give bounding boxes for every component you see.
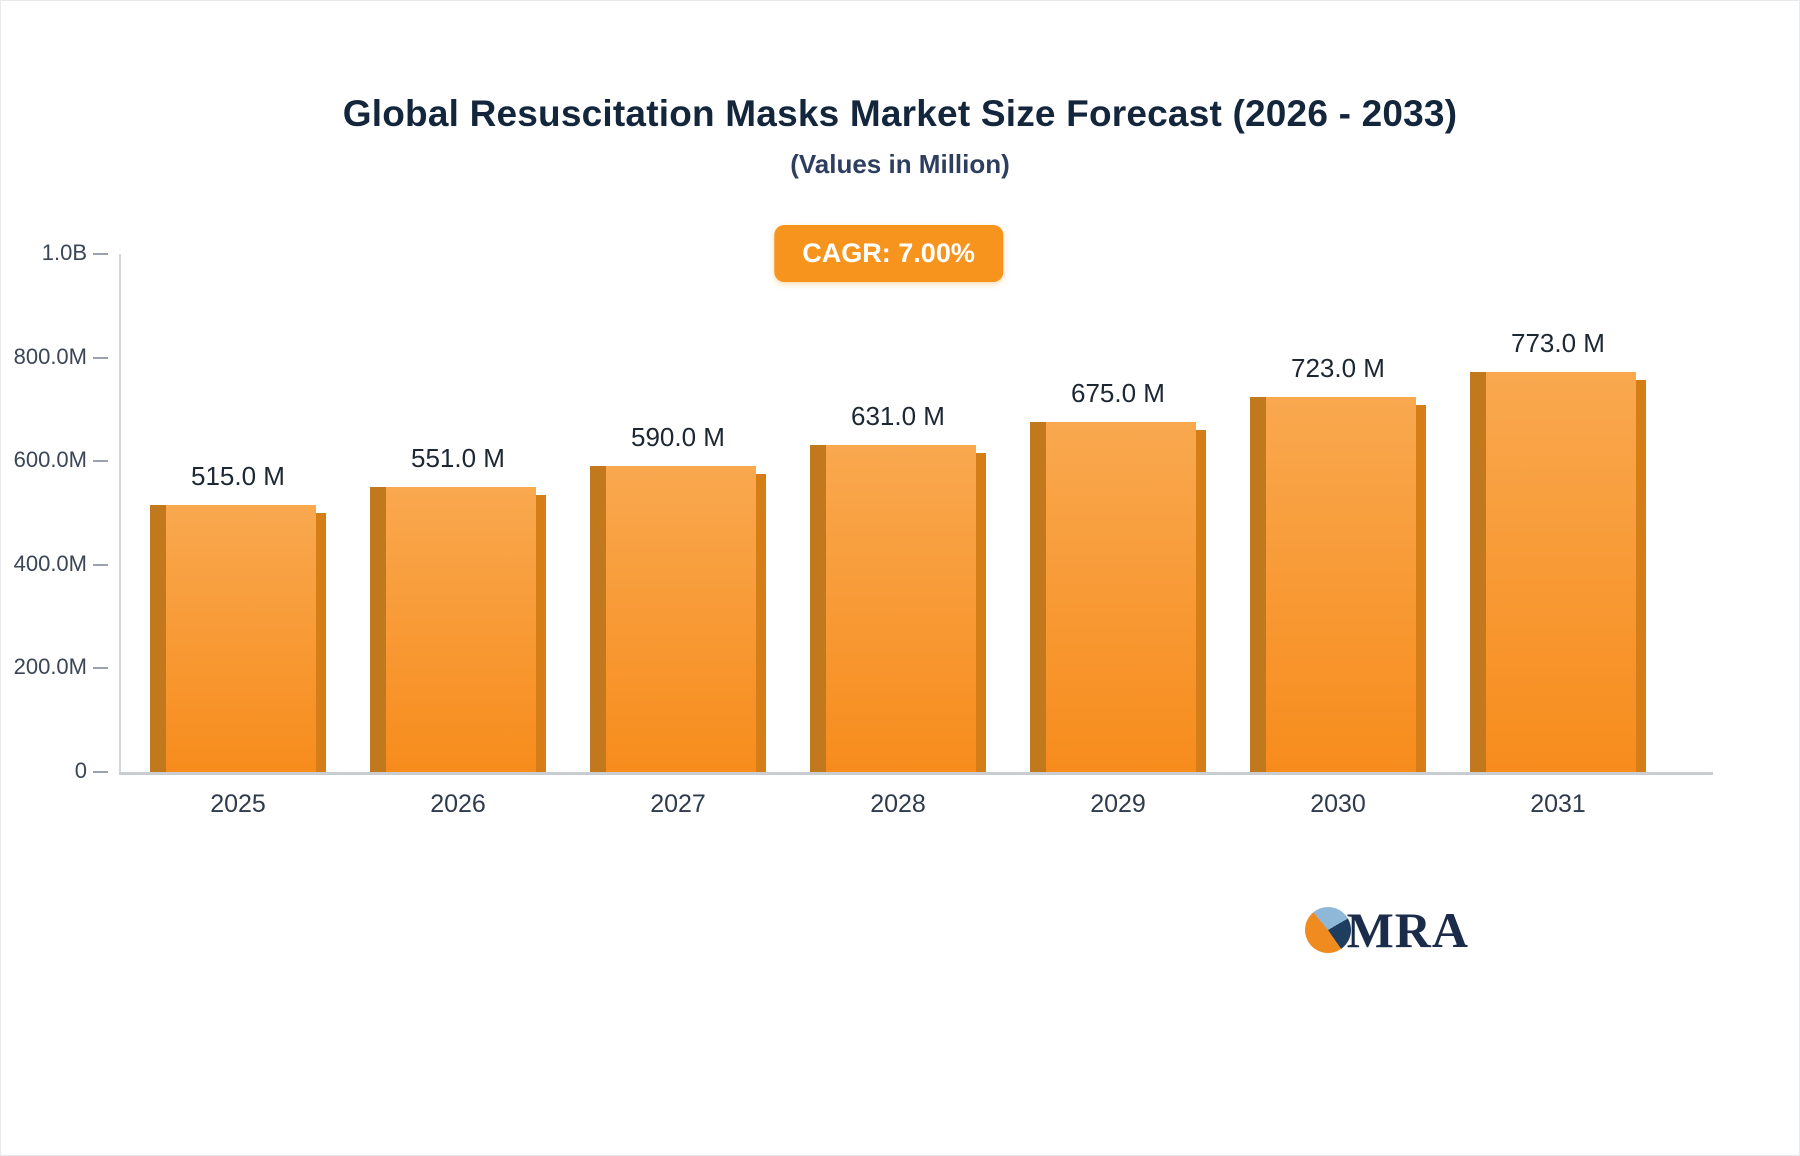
y-tick-mark — [93, 563, 108, 566]
bar-group — [370, 486, 546, 772]
y-tick-label: 400.0M — [13, 550, 87, 576]
y-tick-mark — [93, 667, 108, 670]
brand-logo: MRA — [1304, 901, 1469, 959]
bar-shadow-sliver — [316, 513, 326, 772]
x-tick-label: 2027 — [650, 790, 706, 818]
y-tick-label: 1.0B — [41, 240, 87, 265]
y-tick-mark — [93, 356, 108, 359]
bar — [1046, 422, 1196, 772]
bar — [606, 466, 756, 772]
bar-shadow-sliver — [536, 494, 546, 772]
bar-value-label: 723.0 M — [1291, 353, 1385, 384]
bar-group — [1250, 397, 1426, 772]
bar-group — [150, 505, 326, 772]
x-tick-label: 2028 — [870, 790, 926, 818]
bar-group — [1470, 371, 1646, 772]
bar-group — [590, 466, 766, 772]
brand-logo-text: MRA — [1346, 902, 1469, 958]
x-tick-label: 2030 — [1310, 790, 1366, 818]
y-tick-mark — [93, 771, 108, 773]
bar-value-label: 773.0 M — [1511, 327, 1605, 358]
bar-side-face — [150, 505, 166, 772]
bar-shadow-sliver — [1196, 430, 1206, 772]
y-tick-label: 800.0M — [13, 343, 87, 369]
x-tick-label: 2025 — [210, 790, 266, 818]
y-axis-line — [119, 254, 121, 772]
bar-shadow-sliver — [976, 453, 986, 772]
bar — [166, 505, 316, 772]
bar — [386, 486, 536, 772]
y-tick-mark — [93, 460, 108, 463]
bar-group — [810, 445, 986, 772]
bar-side-face — [1030, 422, 1046, 772]
bar-value-label: 590.0 M — [631, 422, 725, 453]
bar-side-face — [810, 445, 826, 772]
bar-shadow-sliver — [756, 474, 766, 772]
bar — [826, 445, 976, 772]
bar-group — [1030, 422, 1206, 772]
bar-side-face — [590, 466, 606, 772]
bar-shadow-sliver — [1416, 405, 1426, 772]
bar — [1266, 397, 1416, 772]
bar-side-face — [1470, 371, 1486, 772]
bar-side-face — [370, 486, 386, 772]
y-tick-label: 600.0M — [13, 447, 87, 473]
bar-value-label: 675.0 M — [1071, 378, 1165, 409]
y-tick-label: 200.0M — [13, 654, 87, 680]
chart-title: Global Resuscitation Masks Market Size F… — [342, 93, 1458, 134]
chart-subtitle: (Values in Million) — [790, 149, 1010, 179]
x-tick-label: 2031 — [1530, 790, 1586, 818]
y-tick-label: 0 — [74, 758, 87, 783]
bar-value-label: 551.0 M — [411, 442, 505, 473]
x-tick-label: 2026 — [430, 790, 486, 818]
bar-value-label: 515.0 M — [191, 461, 285, 492]
x-axis-baseline — [119, 772, 1713, 775]
bar — [1486, 371, 1636, 772]
bar-shadow-sliver — [1636, 379, 1646, 772]
bar-side-face — [1250, 397, 1266, 772]
bar-value-label: 631.0 M — [851, 401, 945, 432]
y-tick-mark — [93, 253, 108, 255]
cagr-badge: CAGR: 7.00% — [774, 225, 1003, 282]
brand-logo-pie-icon — [1304, 907, 1351, 953]
x-tick-label: 2029 — [1090, 790, 1146, 818]
